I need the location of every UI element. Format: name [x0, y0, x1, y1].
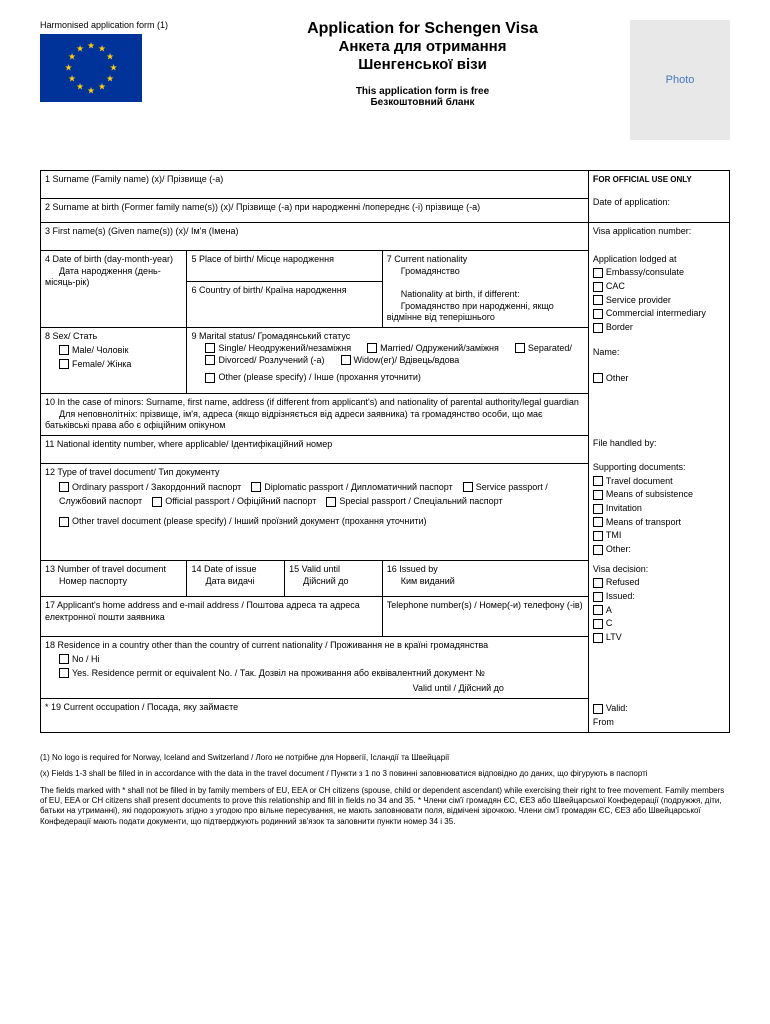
- field-6[interactable]: 6 Country of birth/ Країна народження: [187, 282, 382, 328]
- field-17-tel[interactable]: Telephone number(s) / Номер(-и) телефону…: [382, 597, 588, 637]
- header-row: Harmonised application form (1) ★ ★ ★ ★ …: [40, 20, 730, 140]
- footnotes: (1) No logo is required for Norway, Icel…: [40, 753, 730, 827]
- checkbox-special[interactable]: [326, 497, 336, 507]
- official-date: Date of application:: [593, 197, 670, 207]
- flag-stars: ★ ★ ★ ★ ★ ★ ★ ★ ★ ★ ★ ★: [66, 43, 116, 93]
- subtitle-uk: Безкоштовний бланк: [225, 97, 620, 108]
- checkbox-transport[interactable]: [593, 517, 603, 527]
- checkbox-marital-other[interactable]: [205, 373, 215, 383]
- field-15[interactable]: 15 Valid until Дійсний до: [285, 561, 383, 597]
- eu-flag: ★ ★ ★ ★ ★ ★ ★ ★ ★ ★ ★ ★: [40, 34, 142, 102]
- field-7[interactable]: 7 Current nationality Громадянство Natio…: [382, 251, 588, 328]
- official-decision: Visa decision: Refused Issued: A C LTV: [588, 561, 729, 699]
- checkbox-valid[interactable]: [593, 704, 603, 714]
- checkbox-divorced[interactable]: [205, 355, 215, 365]
- field-10[interactable]: 10 In the case of minors: Surname, first…: [41, 393, 589, 435]
- checkbox-other[interactable]: [593, 373, 603, 383]
- checkbox-ordinary[interactable]: [59, 482, 69, 492]
- field-18[interactable]: 18 Residence in a country other than the…: [41, 637, 589, 699]
- checkbox-male[interactable]: [59, 345, 69, 355]
- header-center: Application for Schengen Visa Анкета для…: [225, 20, 620, 108]
- header-left: Harmonised application form (1) ★ ★ ★ ★ …: [40, 20, 225, 102]
- field-16[interactable]: 16 Issued by Ким виданий: [382, 561, 588, 597]
- checkbox-refused[interactable]: [593, 578, 603, 588]
- checkbox-service-pp[interactable]: [463, 482, 473, 492]
- checkbox-cac[interactable]: [593, 282, 603, 292]
- checkbox-res-yes[interactable]: [59, 668, 69, 678]
- field-14[interactable]: 14 Date of issue Дата видачі: [187, 561, 285, 597]
- footnote-x: (x) Fields 1-3 shall be filled in in acc…: [40, 769, 730, 779]
- title-en: Application for Schengen Visa: [225, 20, 620, 38]
- subtitle-en: This application form is free: [225, 86, 620, 97]
- footnote-1: (1) No logo is required for Norway, Icel…: [40, 753, 730, 763]
- checkbox-service[interactable]: [593, 295, 603, 305]
- field-11[interactable]: 11 National identity number, where appli…: [41, 435, 589, 463]
- checkbox-res-no[interactable]: [59, 654, 69, 664]
- photo-placeholder: Photo: [630, 20, 730, 140]
- footnote-star: The fields marked with * shall not be fi…: [40, 786, 730, 828]
- field-1[interactable]: 1 Surname (Family name) (x)/ Прізвище (-…: [41, 171, 589, 199]
- checkbox-female[interactable]: [59, 359, 69, 369]
- checkbox-tmi[interactable]: [593, 531, 603, 541]
- field-3[interactable]: 3 First name(s) (Given name(s)) (x)/ Ім'…: [41, 223, 589, 251]
- checkbox-widow[interactable]: [341, 355, 351, 365]
- checkbox-married[interactable]: [367, 343, 377, 353]
- checkbox-border[interactable]: [593, 323, 603, 333]
- official-header: FOR OFFICIAL USE ONLY: [593, 174, 692, 184]
- checkbox-single[interactable]: [205, 343, 215, 353]
- form-table: 1 Surname (Family name) (x)/ Прізвище (-…: [40, 170, 730, 733]
- checkbox-other-doc[interactable]: [59, 517, 69, 527]
- field-8[interactable]: 8 Sex/ Стать Male/ Чоловік Female/ Жінка: [41, 328, 187, 394]
- title-uk-2: Шенгенської візи: [225, 56, 620, 74]
- field-4[interactable]: 4 Date of birth (day-month-year) Дата на…: [41, 251, 187, 328]
- checkbox-traveldoc[interactable]: [593, 476, 603, 486]
- checkbox-issued[interactable]: [593, 592, 603, 602]
- form-note: Harmonised application form (1): [40, 20, 225, 30]
- checkbox-commercial[interactable]: [593, 309, 603, 319]
- official-valid: Valid: From: [588, 698, 729, 732]
- field-17[interactable]: 17 Applicant's home address and e-mail a…: [41, 597, 383, 637]
- official-supporting: File handled by: Supporting documents: T…: [588, 435, 729, 560]
- official-lodged: Application lodged at Embassy/consulate …: [588, 251, 729, 436]
- checkbox-invitation[interactable]: [593, 504, 603, 514]
- checkbox-other2[interactable]: [593, 545, 603, 555]
- field-13[interactable]: 13 Number of travel document Номер паспо…: [41, 561, 187, 597]
- checkbox-separated[interactable]: [515, 343, 525, 353]
- field-2[interactable]: 2 Surname at birth (Former family name(s…: [41, 199, 589, 223]
- field-9[interactable]: 9 Marital status/ Громадянський статус S…: [187, 328, 588, 394]
- photo-label: Photo: [666, 74, 695, 86]
- checkbox-ltv[interactable]: [593, 633, 603, 643]
- checkbox-a[interactable]: [593, 605, 603, 615]
- title-uk-1: Анкета для отримання: [225, 38, 620, 56]
- checkbox-official-pp[interactable]: [152, 497, 162, 507]
- official-header-cell: FOR OFFICIAL USE ONLY Date of applicatio…: [588, 171, 729, 223]
- checkbox-diplomatic[interactable]: [251, 482, 261, 492]
- official-visanum: Visa application number:: [588, 223, 729, 251]
- checkbox-embassy[interactable]: [593, 268, 603, 278]
- checkbox-c[interactable]: [593, 619, 603, 629]
- checkbox-subsistence[interactable]: [593, 490, 603, 500]
- field-5[interactable]: 5 Place of birth/ Місце народження: [187, 251, 382, 282]
- field-12[interactable]: 12 Type of travel document/ Тип документ…: [41, 463, 589, 560]
- field-19[interactable]: * 19 Current occupation / Посада, яку за…: [41, 698, 589, 732]
